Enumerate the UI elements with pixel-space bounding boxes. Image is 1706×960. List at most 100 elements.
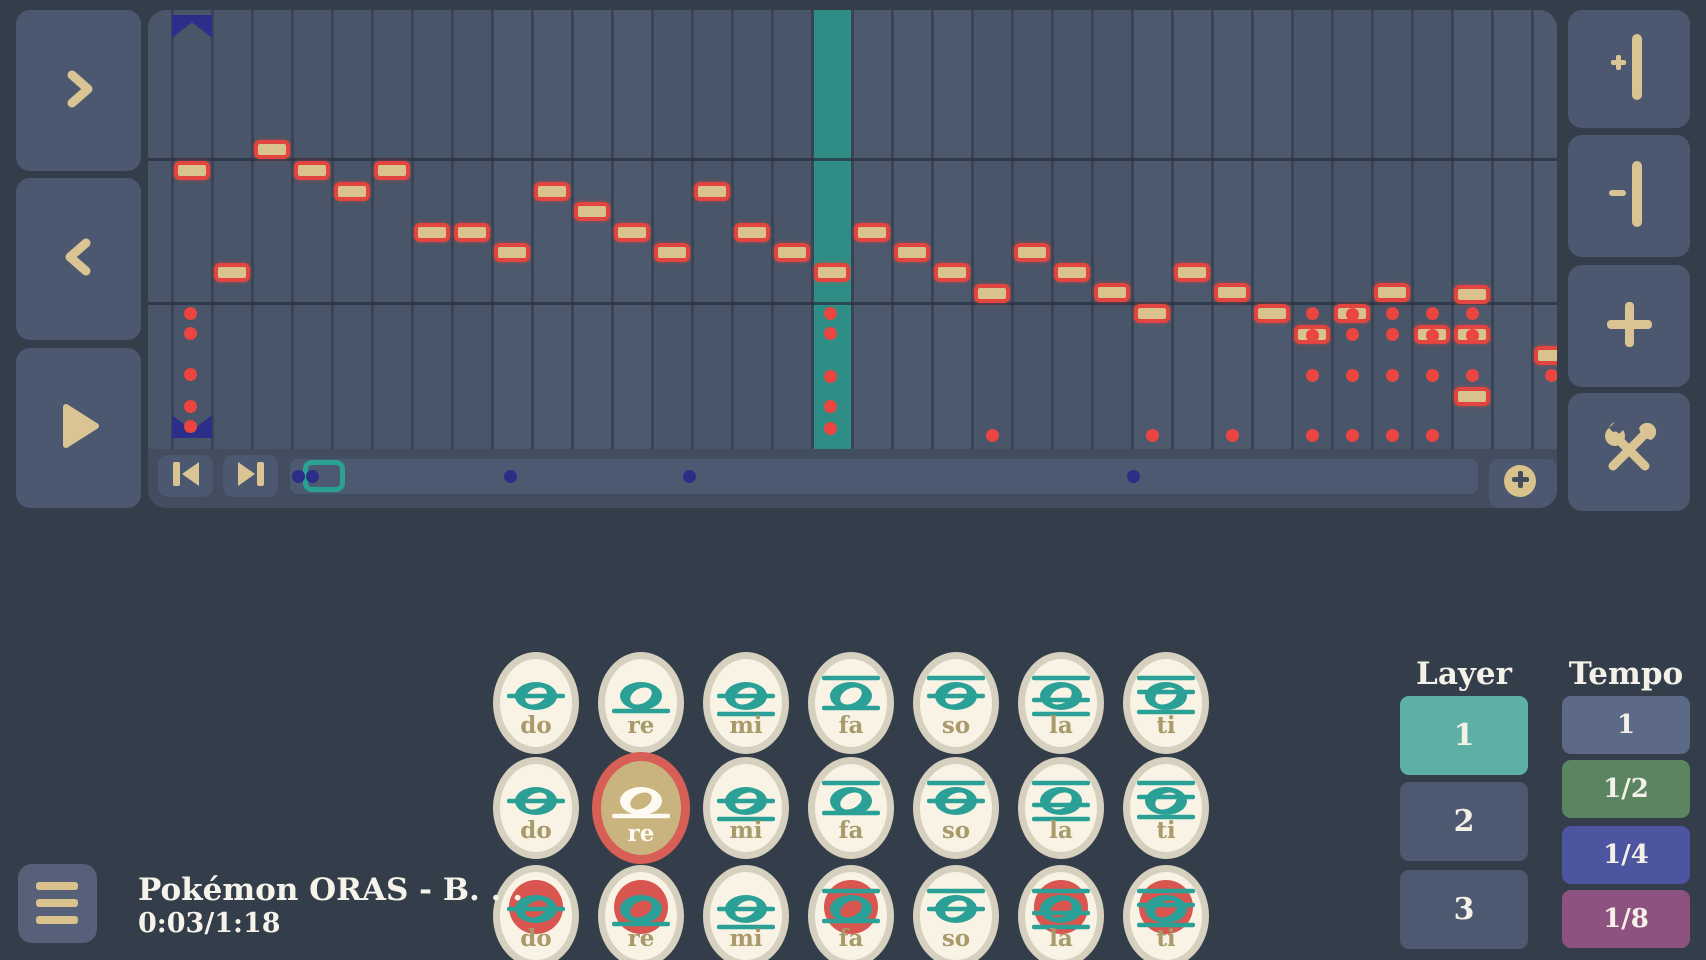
minimap-section-dot[interactable] bbox=[682, 470, 696, 483]
menu-button[interactable] bbox=[18, 864, 97, 943]
minimap-section-dot[interactable] bbox=[503, 470, 517, 483]
grid-dot[interactable] bbox=[1385, 428, 1399, 442]
grid-dot[interactable] bbox=[1385, 306, 1399, 320]
grid-note[interactable] bbox=[1054, 263, 1090, 282]
grid-note[interactable] bbox=[894, 243, 930, 262]
grid-dot[interactable] bbox=[1225, 428, 1239, 442]
seek-forward-button[interactable] bbox=[16, 10, 141, 171]
grid-note[interactable] bbox=[1454, 325, 1490, 344]
grid-note[interactable] bbox=[1414, 325, 1450, 344]
grid-note[interactable] bbox=[934, 263, 970, 282]
grid-note[interactable] bbox=[774, 243, 810, 262]
grid-note[interactable] bbox=[654, 243, 690, 262]
add-bar-button[interactable] bbox=[1568, 10, 1690, 128]
grid-dot[interactable] bbox=[183, 399, 197, 413]
note-pad-so-row-3[interactable]: so bbox=[913, 865, 999, 960]
grid-note[interactable] bbox=[1254, 304, 1290, 323]
tempo-option-1/2[interactable]: 1/2 bbox=[1562, 760, 1690, 818]
grid-note[interactable] bbox=[1134, 304, 1170, 323]
grid-note[interactable] bbox=[494, 243, 530, 262]
tempo-option-1[interactable]: 1 bbox=[1562, 696, 1690, 754]
note-pad-fa-row-1[interactable]: fa bbox=[808, 652, 894, 754]
note-pad-la-row-2[interactable]: la bbox=[1018, 757, 1104, 859]
note-pad-do-row-2[interactable]: do bbox=[493, 757, 579, 859]
grid-dot[interactable] bbox=[183, 419, 197, 433]
note-pad-ti-row-1[interactable]: ti bbox=[1123, 652, 1209, 754]
grid-note[interactable] bbox=[534, 182, 570, 201]
grid-note[interactable] bbox=[574, 202, 610, 221]
grid-note[interactable] bbox=[1534, 346, 1557, 365]
grid-dot[interactable] bbox=[1425, 306, 1439, 320]
note-pad-so-row-1[interactable]: so bbox=[913, 652, 999, 754]
skip-to-start-button[interactable] bbox=[158, 455, 213, 497]
grid-note[interactable] bbox=[1014, 243, 1050, 262]
grid-dot[interactable] bbox=[1465, 368, 1479, 382]
skip-to-end-button[interactable] bbox=[223, 455, 278, 497]
minimap-scrollbar[interactable] bbox=[290, 459, 1478, 494]
note-pad-so-row-2[interactable]: so bbox=[913, 757, 999, 859]
grid-dot[interactable] bbox=[1345, 368, 1359, 382]
grid-dot[interactable] bbox=[823, 421, 837, 435]
grid-dot[interactable] bbox=[1345, 428, 1359, 442]
minimap-section-dot[interactable] bbox=[291, 470, 305, 483]
grid-dot[interactable] bbox=[1544, 368, 1557, 382]
note-pad-ti-row-2[interactable]: ti bbox=[1123, 757, 1209, 859]
grid-note[interactable] bbox=[734, 223, 770, 242]
note-pad-do-row-3[interactable]: do bbox=[493, 865, 579, 960]
grid-note[interactable] bbox=[334, 182, 370, 201]
grid-note[interactable] bbox=[814, 263, 850, 282]
grid-dot[interactable] bbox=[183, 306, 197, 320]
grid-dot[interactable] bbox=[1345, 327, 1359, 341]
grid-note[interactable] bbox=[1454, 387, 1490, 406]
grid-dot[interactable] bbox=[1385, 327, 1399, 341]
grid-note[interactable] bbox=[414, 223, 450, 242]
grid-note[interactable] bbox=[1334, 304, 1370, 323]
grid-note[interactable] bbox=[694, 182, 730, 201]
grid-dot[interactable] bbox=[1425, 368, 1439, 382]
grid-dot[interactable] bbox=[823, 399, 837, 413]
note-grid[interactable] bbox=[148, 10, 1557, 508]
note-pad-fa-row-2[interactable]: fa bbox=[808, 757, 894, 859]
settings-button[interactable] bbox=[1568, 393, 1690, 511]
minimap-section-dot[interactable] bbox=[305, 470, 319, 483]
tempo-option-1/8[interactable]: 1/8 bbox=[1562, 890, 1690, 948]
grid-note[interactable] bbox=[974, 284, 1010, 303]
grid-note[interactable] bbox=[374, 161, 410, 180]
grid-note[interactable] bbox=[1294, 325, 1330, 344]
grid-note[interactable] bbox=[174, 161, 210, 180]
grid-note[interactable] bbox=[294, 161, 330, 180]
grid-dot[interactable] bbox=[1305, 306, 1319, 320]
seek-back-button[interactable] bbox=[16, 178, 141, 340]
note-pad-la-row-1[interactable]: la bbox=[1018, 652, 1104, 754]
grid-note[interactable] bbox=[454, 223, 490, 242]
selection-marker-top[interactable] bbox=[172, 15, 212, 38]
layer-option-1[interactable]: 1 bbox=[1400, 696, 1528, 775]
grid-dot[interactable] bbox=[985, 428, 999, 442]
grid-dot[interactable] bbox=[1425, 428, 1439, 442]
note-pad-la-row-3[interactable]: la bbox=[1018, 865, 1104, 960]
layer-option-2[interactable]: 2 bbox=[1400, 782, 1528, 861]
add-note-button[interactable] bbox=[1568, 265, 1690, 387]
remove-bar-button[interactable] bbox=[1568, 135, 1690, 257]
note-pad-mi-row-1[interactable]: mi bbox=[703, 652, 789, 754]
grid-note[interactable] bbox=[1454, 285, 1490, 304]
note-pad-re-row-2[interactable]: re bbox=[592, 752, 690, 864]
grid-dot[interactable] bbox=[1385, 368, 1399, 382]
note-pad-ti-row-3[interactable]: ti bbox=[1123, 865, 1209, 960]
grid-dot[interactable] bbox=[823, 326, 837, 340]
note-pad-re-row-1[interactable]: re bbox=[598, 652, 684, 754]
grid-dot[interactable] bbox=[1145, 428, 1159, 442]
play-button[interactable] bbox=[16, 348, 141, 508]
layer-option-3[interactable]: 3 bbox=[1400, 870, 1528, 949]
note-pad-do-row-1[interactable]: do bbox=[493, 652, 579, 754]
grid-note[interactable] bbox=[1094, 283, 1130, 302]
grid-note[interactable] bbox=[214, 263, 250, 282]
grid-note[interactable] bbox=[254, 140, 290, 159]
note-pad-re-row-3[interactable]: re bbox=[598, 865, 684, 960]
grid-dot[interactable] bbox=[1465, 306, 1479, 320]
note-pad-mi-row-2[interactable]: mi bbox=[703, 757, 789, 859]
grid-dot[interactable] bbox=[183, 326, 197, 340]
grid-dot[interactable] bbox=[183, 367, 197, 381]
grid-note[interactable] bbox=[1374, 283, 1410, 302]
note-pad-fa-row-3[interactable]: fa bbox=[808, 865, 894, 960]
